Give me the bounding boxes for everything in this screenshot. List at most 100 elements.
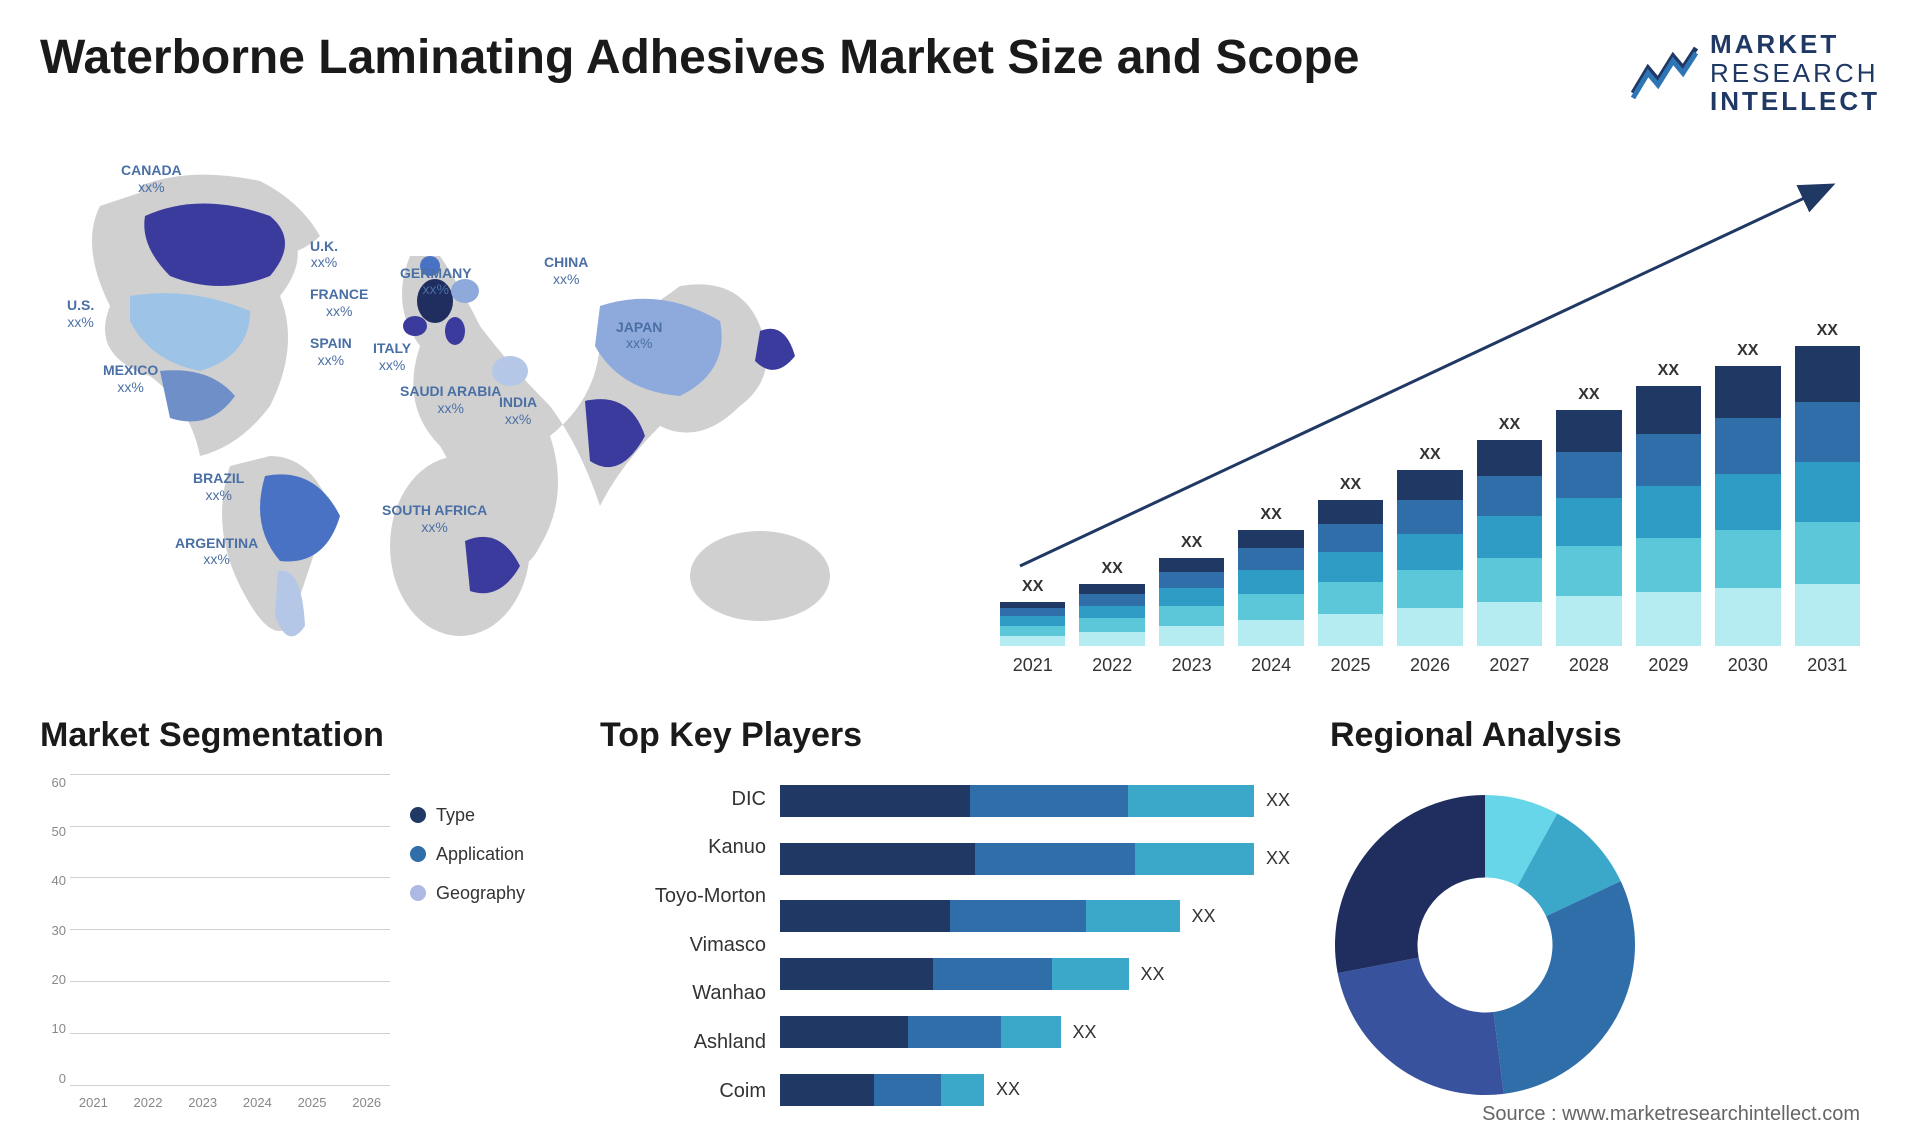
growth-bar-segment xyxy=(1477,440,1542,476)
map-label: CANADAxx% xyxy=(121,162,182,196)
seg-y-tick: 60 xyxy=(40,775,66,790)
map-label: SPAINxx% xyxy=(310,335,352,369)
seg-x-label: 2026 xyxy=(343,1095,390,1110)
key-players-title: Top Key Players xyxy=(600,716,1290,755)
growth-bar-column: XX xyxy=(1238,506,1303,646)
growth-bar-column: XX xyxy=(1079,560,1144,646)
growth-bar-column: XX xyxy=(1477,416,1542,646)
growth-bar-segment xyxy=(1397,570,1462,608)
donut-slice xyxy=(1338,958,1504,1095)
growth-bar-segment xyxy=(1397,608,1462,646)
key-player-bar xyxy=(780,1074,984,1106)
growth-bar-segment xyxy=(1556,498,1621,546)
seg-legend-item: Geography xyxy=(410,883,560,904)
growth-bar-segment xyxy=(1715,474,1780,530)
key-players-names: DICKanuoToyo-MortonVimascoWanhaoAshlandC… xyxy=(600,775,780,1116)
key-player-bar xyxy=(780,843,1254,875)
growth-bar-segment xyxy=(1556,596,1621,646)
seg-legend-item: Application xyxy=(410,844,560,865)
growth-bar-segment xyxy=(1159,626,1224,646)
growth-bar-segment xyxy=(1318,582,1383,614)
key-player-bar-segment xyxy=(941,1074,984,1106)
segmentation-legend: TypeApplicationGeography xyxy=(410,775,560,1116)
key-player-row: XX xyxy=(780,958,1290,990)
growth-bar-segment xyxy=(1556,410,1621,452)
growth-bar-segment xyxy=(1159,572,1224,588)
key-players-panel: Top Key Players DICKanuoToyo-MortonVimas… xyxy=(600,716,1290,1116)
key-player-bar-segment xyxy=(950,900,1086,932)
key-player-bar-segment xyxy=(780,843,975,875)
legend-swatch-icon xyxy=(410,885,426,901)
seg-y-tick: 30 xyxy=(40,923,66,938)
growth-x-label: 2027 xyxy=(1477,655,1542,676)
segmentation-panel: Market Segmentation 6050403020100 202120… xyxy=(40,716,560,1116)
seg-y-tick: 40 xyxy=(40,873,66,888)
seg-x-label: 2022 xyxy=(125,1095,172,1110)
seg-legend-label: Application xyxy=(436,844,524,865)
growth-bar-segment xyxy=(1795,522,1860,584)
key-player-bar-segment xyxy=(1001,1016,1061,1048)
key-player-bar-segment xyxy=(1128,785,1254,817)
growth-bar-segment xyxy=(1238,620,1303,646)
key-player-row: XX xyxy=(780,900,1290,932)
growth-bar-column: XX xyxy=(1636,362,1701,646)
growth-bar-segment xyxy=(1795,462,1860,522)
growth-bar-label: XX xyxy=(1181,534,1202,552)
seg-legend-label: Geography xyxy=(436,883,525,904)
key-player-row: XX xyxy=(780,785,1290,817)
seg-x-label: 2021 xyxy=(70,1095,117,1110)
seg-y-tick: 10 xyxy=(40,1021,66,1036)
segmentation-chart: 6050403020100 202120222023202420252026 xyxy=(40,775,390,1116)
donut-slice xyxy=(1493,881,1635,1094)
growth-x-label: 2021 xyxy=(1000,655,1065,676)
key-player-bar-segment xyxy=(975,843,1136,875)
growth-bar-column: XX xyxy=(1000,578,1065,646)
growth-bar-segment xyxy=(1556,546,1621,596)
growth-bar-column: XX xyxy=(1159,534,1224,646)
page-title: Waterborne Laminating Adhesives Market S… xyxy=(40,30,1359,85)
regional-title: Regional Analysis xyxy=(1330,716,1880,755)
growth-bar-segment xyxy=(1318,500,1383,524)
map-label: JAPANxx% xyxy=(616,319,662,353)
growth-bar-segment xyxy=(1079,606,1144,618)
map-label: SAUDI ARABIAxx% xyxy=(400,383,501,417)
map-label: MEXICOxx% xyxy=(103,362,158,396)
map-label: ITALYxx% xyxy=(373,340,411,374)
growth-bar-segment xyxy=(1079,618,1144,632)
key-player-value: XX xyxy=(996,1079,1020,1100)
growth-bar-label: XX xyxy=(1817,322,1838,340)
seg-y-tick: 50 xyxy=(40,824,66,839)
growth-bar-segment xyxy=(1079,632,1144,646)
map-label: GERMANYxx% xyxy=(400,265,472,299)
growth-bar-segment xyxy=(1715,366,1780,418)
legend-swatch-icon xyxy=(410,807,426,823)
key-player-name: Kanuo xyxy=(600,836,766,859)
growth-bar-segment xyxy=(1636,538,1701,592)
growth-bar-label: XX xyxy=(1102,560,1123,578)
growth-bar-segment xyxy=(1477,602,1542,646)
growth-x-label: 2023 xyxy=(1159,655,1224,676)
growth-bar-segment xyxy=(1159,588,1224,606)
growth-bar-label: XX xyxy=(1340,476,1361,494)
growth-x-label: 2029 xyxy=(1636,655,1701,676)
regional-donut xyxy=(1330,790,1640,1100)
growth-bar-label: XX xyxy=(1260,506,1281,524)
growth-bar-segment xyxy=(1715,588,1780,646)
growth-x-label: 2028 xyxy=(1556,655,1621,676)
growth-bar-label: XX xyxy=(1578,386,1599,404)
growth-bar-segment xyxy=(1795,402,1860,462)
key-player-name: Wanhao xyxy=(600,982,766,1005)
growth-bar-segment xyxy=(1477,516,1542,558)
key-player-value: XX xyxy=(1192,906,1216,927)
key-player-name: Ashland xyxy=(600,1031,766,1054)
growth-bar-segment xyxy=(1000,626,1065,636)
key-player-name: Vimasco xyxy=(600,934,766,957)
key-player-row: XX xyxy=(780,1074,1290,1106)
brand-logo: MARKET RESEARCH INTELLECT xyxy=(1628,30,1880,116)
growth-chart-panel: XXXXXXXXXXXXXXXXXXXXXX 20212022202320242… xyxy=(980,146,1880,686)
map-label: INDIAxx% xyxy=(499,394,537,428)
key-player-value: XX xyxy=(1266,848,1290,869)
growth-bar-segment xyxy=(1238,570,1303,594)
legend-swatch-icon xyxy=(410,846,426,862)
key-player-bar xyxy=(780,958,1129,990)
